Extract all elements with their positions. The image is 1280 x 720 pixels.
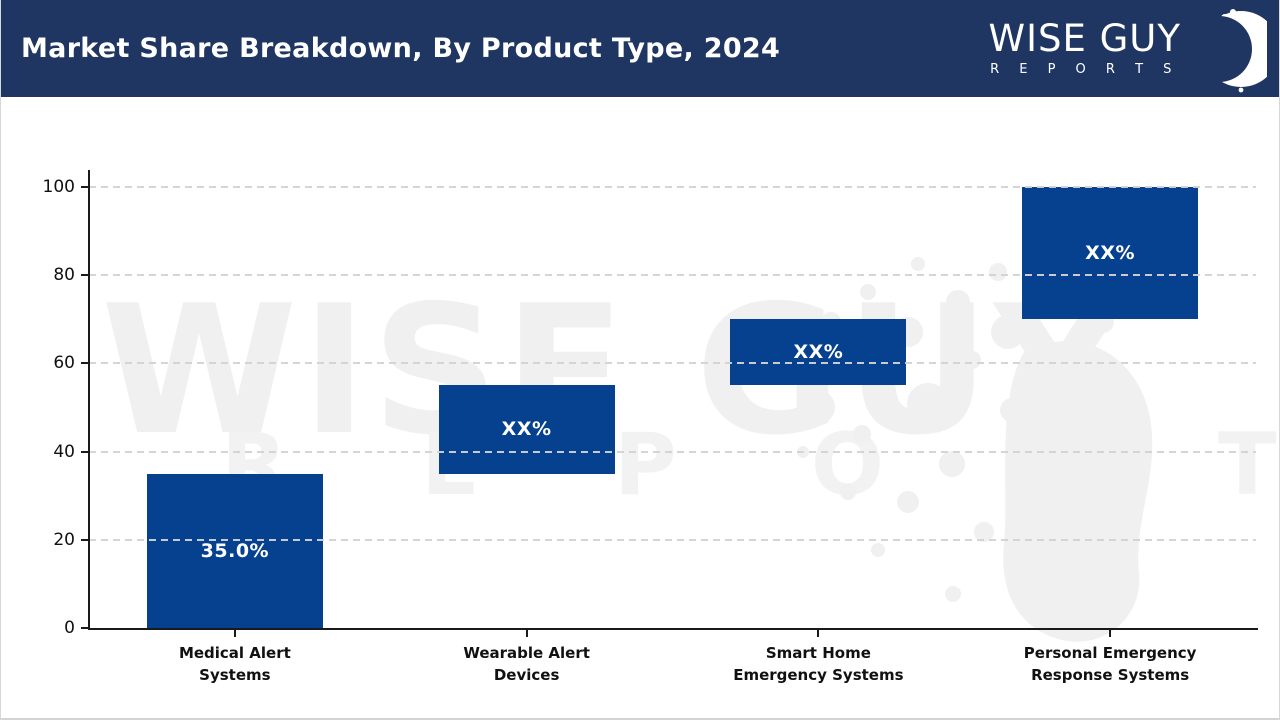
- bar-value-label: XX%: [1085, 242, 1136, 265]
- bar-segment: XX%: [730, 319, 907, 386]
- bar-segment: 35.0%: [146, 473, 323, 628]
- bar-value-label: XX%: [501, 418, 552, 441]
- x-axis-tick: [525, 630, 528, 637]
- x-category-label: Medical Alert Systems: [178, 644, 291, 684]
- y-axis-tick: [81, 362, 88, 365]
- chart-plot-area: WISE GUY R E P O R T S 35.0%XX%XX%XX%: [1, 97, 1279, 718]
- y-axis-tick: [81, 450, 88, 453]
- y-tick-label: 80: [53, 265, 75, 286]
- axes-layer: Medical Alert Systems Wearable Alert Devi…: [1, 97, 1279, 718]
- x-axis-tick: [1109, 630, 1112, 637]
- y-axis-tick: [81, 538, 88, 541]
- logo-wordmark: WISE GUY: [988, 17, 1181, 60]
- bar-value-label: XX%: [793, 341, 844, 364]
- bar-segment: XX%: [438, 385, 615, 474]
- logo-face-icon: [1186, 8, 1267, 92]
- y-tick-label: 20: [53, 529, 75, 550]
- y-tick-label: 60: [53, 353, 75, 374]
- x-category-label: Personal Emergency Response Systems: [1023, 644, 1197, 684]
- logo-subtitle: R E P O R T S: [990, 62, 1180, 77]
- header-bar: Market Share Breakdown, By Product Type,…: [1, 0, 1279, 97]
- bars-layer: 35.0% XX% XX% XX%: [1, 97, 1279, 718]
- bar-segment: XX%: [1022, 187, 1199, 320]
- wise-guy-reports-logo: WISE GUY R E P O R T S: [989, 2, 1267, 96]
- y-tick-label: 100: [42, 177, 75, 197]
- x-axis-line: [88, 628, 1258, 630]
- x-category-label: Smart Home Emergency Systems: [733, 644, 904, 684]
- y-tick-label: 40: [53, 441, 75, 462]
- page-title: Market Share Breakdown, By Product Type,…: [21, 33, 781, 64]
- y-axis-line: [88, 170, 90, 630]
- y-axis-tick: [81, 186, 88, 188]
- y-axis-tick: [81, 627, 88, 629]
- x-axis-tick: [233, 630, 236, 637]
- logo-text: WISE GUY R E P O R T S: [989, 20, 1181, 77]
- y-axis-tick: [81, 274, 88, 277]
- y-tick-label: 0: [64, 618, 75, 638]
- bar-value-label: 35.0%: [200, 539, 270, 562]
- x-axis-tick: [817, 630, 820, 637]
- x-category-label: Wearable Alert Devices: [463, 644, 590, 684]
